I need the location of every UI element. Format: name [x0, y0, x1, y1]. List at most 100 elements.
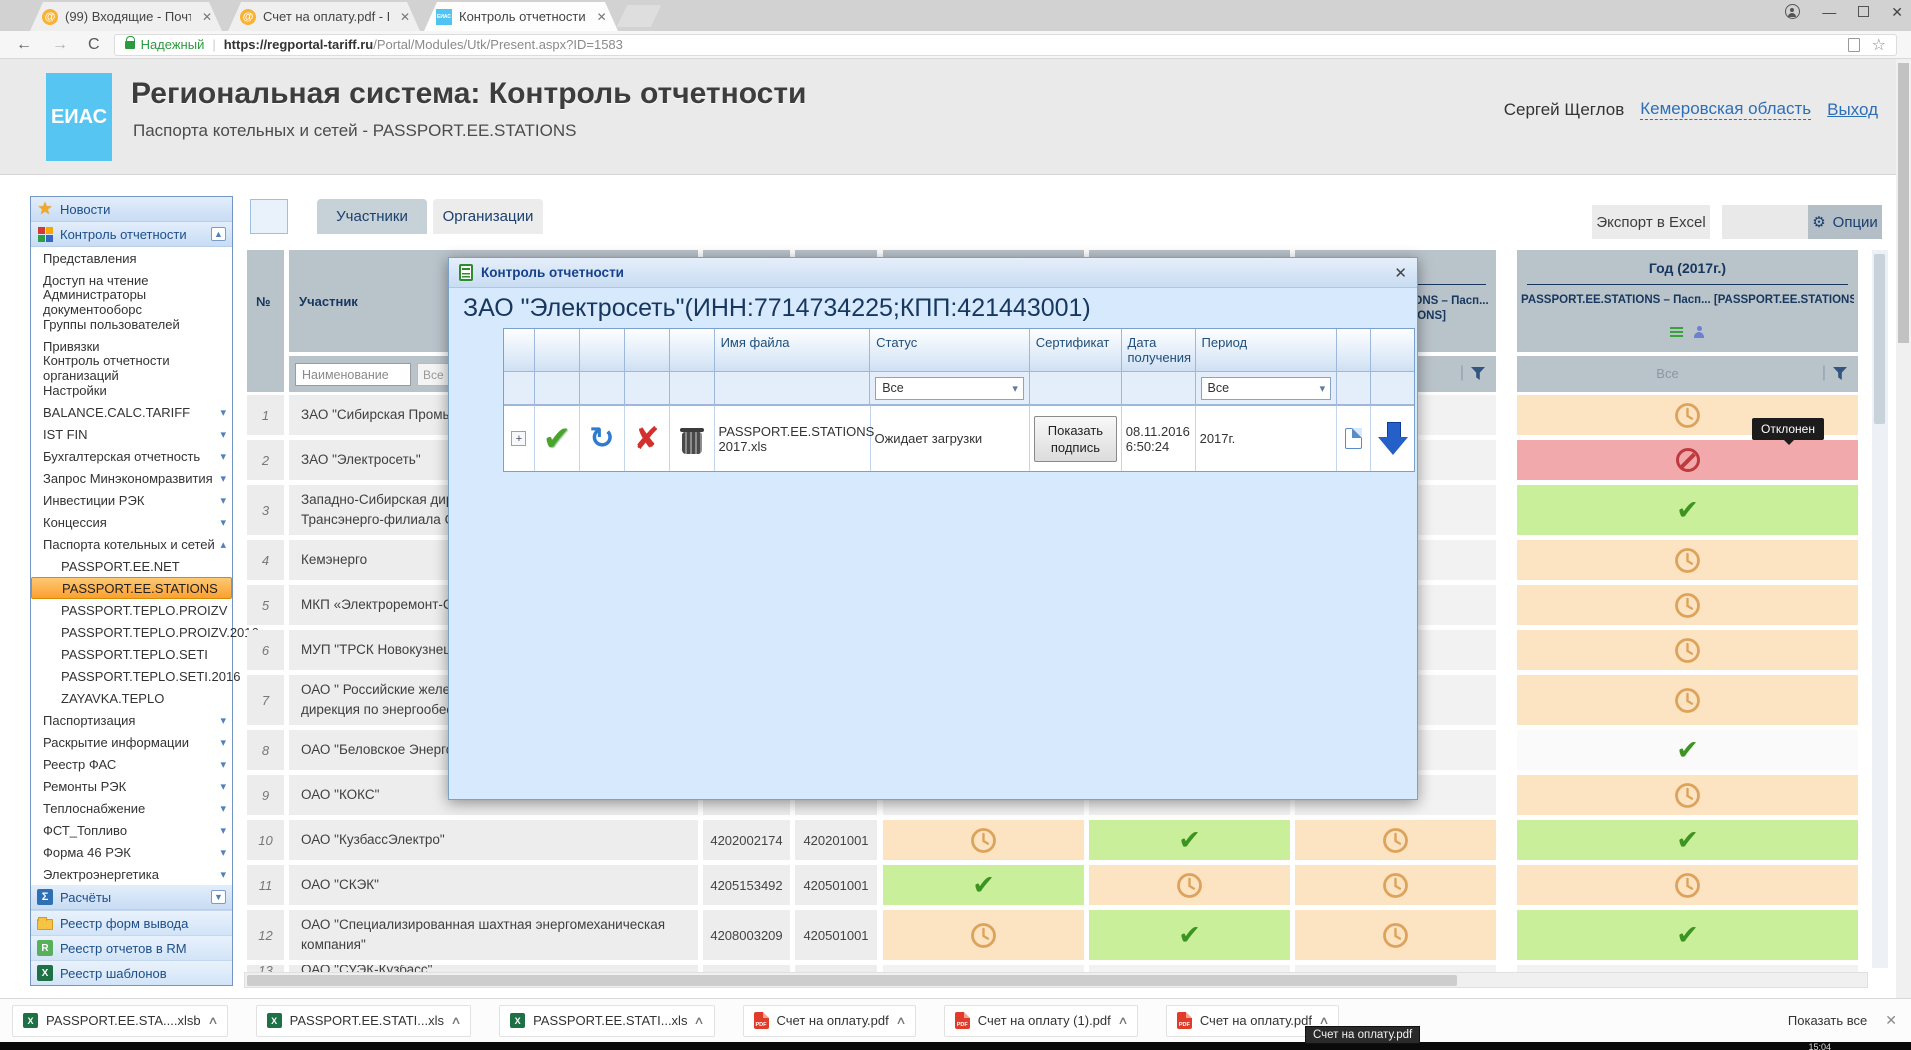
- file-page-icon[interactable]: [1345, 428, 1363, 449]
- sidebar-item-новости[interactable]: ★ Новости: [31, 197, 232, 222]
- window-close-button[interactable]: ✕: [1891, 3, 1903, 20]
- sidebar-item-теплоснабжение[interactable]: Теплоснабжение ▾: [43, 800, 226, 816]
- sidebar-item-реестр-форм-вывода[interactable]: Реестр форм вывода: [31, 910, 232, 935]
- forward-icon[interactable]: →: [52, 35, 68, 53]
- accept-icon[interactable]: ✔: [542, 419, 572, 458]
- status-clock-icon[interactable]: [1517, 675, 1858, 725]
- tab-close-icon[interactable]: ✕: [596, 9, 607, 24]
- download-item-6[interactable]: PDF Счет на оплату.pdf ∧: [1165, 1004, 1340, 1037]
- chevron-up-icon[interactable]: ∧: [895, 1015, 907, 1027]
- status-checkplain-icon[interactable]: ✔: [1517, 730, 1858, 770]
- sidebar-item-контроль-отчетности[interactable]: Контроль отчетности ▲: [31, 222, 232, 247]
- status-clock-icon[interactable]: [1517, 540, 1858, 580]
- sidebar-item-passport.ee.net[interactable]: PASSPORT.EE.NET: [61, 558, 180, 574]
- status-check-icon[interactable]: ✔: [1517, 820, 1858, 860]
- sidebar-item-администраторы-документооборс[interactable]: Администраторы документооборс: [43, 287, 147, 317]
- sidebar-item-представления[interactable]: Представления: [43, 250, 137, 266]
- sidebar-item-расч-ты[interactable]: Σ Расчёты ▼: [31, 885, 232, 910]
- status-clock-icon[interactable]: [1295, 910, 1496, 960]
- downloads-close-icon[interactable]: ✕: [1885, 1012, 1897, 1028]
- chevron-up-icon[interactable]: ∧: [206, 1015, 219, 1027]
- sidebar-item-доступ-на-чтение[interactable]: Доступ на чтение: [43, 272, 149, 288]
- sidebar-item-паспортизация[interactable]: Паспортизация ▾: [43, 712, 226, 728]
- reload-icon[interactable]: C: [88, 35, 100, 53]
- tab-participants[interactable]: Участники: [317, 199, 427, 234]
- new-tab-button[interactable]: [616, 5, 662, 27]
- participant-name[interactable]: ОАО "КузбассЭлектро": [289, 820, 698, 860]
- address-bar[interactable]: Надежный | https://regportal-tariff.ru/P…: [113, 33, 1897, 56]
- status-check-icon[interactable]: ✔: [1089, 820, 1290, 860]
- status-check-icon[interactable]: ✔: [1517, 910, 1858, 960]
- sidebar-item-passport.teplo.seti[interactable]: PASSPORT.TEPLO.SETI: [61, 646, 208, 662]
- export-excel-button[interactable]: Экспорт в Excel: [1592, 205, 1710, 239]
- sidebar-item-контроль-отчетности-организаций[interactable]: Контроль отчетности организаций: [43, 353, 170, 383]
- status-clock-icon[interactable]: [1295, 820, 1496, 860]
- section-toggle-button[interactable]: ▼: [211, 890, 226, 904]
- status-clock-icon[interactable]: [883, 910, 1084, 960]
- sidebar-item-passport.teplo.proizv[interactable]: PASSPORT.TEPLO.PROIZV: [61, 602, 228, 618]
- status-clock-icon[interactable]: [1517, 630, 1858, 670]
- status-clock-icon[interactable]: [1295, 865, 1496, 905]
- participant-name[interactable]: ОАО "СКЭК": [289, 865, 698, 905]
- modal-period-filter[interactable]: Все: [1200, 376, 1332, 400]
- back-icon[interactable]: ←: [16, 35, 32, 53]
- reject-icon[interactable]: ✘: [633, 420, 660, 456]
- tab-close-icon[interactable]: ✕: [201, 9, 212, 24]
- status-clock-icon[interactable]: [1517, 775, 1858, 815]
- section-toggle-button[interactable]: ▲: [211, 227, 226, 241]
- status-check-icon[interactable]: ✔: [883, 865, 1084, 905]
- sidebar-item-паспорта-котельных-и-сетей[interactable]: Паспорта котельных и сетей ▴: [43, 536, 226, 552]
- sidebar-item-balance.calc.tariff[interactable]: BALANCE.CALC.TARIFF ▾: [43, 404, 226, 420]
- sidebar-item-ремонты-рэк[interactable]: Ремонты РЭК ▾: [43, 778, 226, 794]
- browser-tab-3[interactable]: ЕИАС Контроль отчетности ✕: [424, 2, 618, 31]
- download-item-1[interactable]: X PASSPORT.EE.STA....xlsb ∧: [12, 1004, 228, 1037]
- options-button[interactable]: ⚙ Опции: [1808, 205, 1882, 239]
- refresh-icon[interactable]: ↻: [589, 422, 615, 455]
- delete-icon[interactable]: [679, 427, 704, 454]
- logout-link[interactable]: Выход: [1827, 99, 1878, 119]
- status-clock-icon[interactable]: [883, 820, 1084, 860]
- download-arrow-icon[interactable]: [1377, 421, 1408, 456]
- show-signature-button[interactable]: Показать подпись: [1034, 415, 1117, 462]
- options-blank-segment[interactable]: [1722, 205, 1808, 239]
- status-check-icon[interactable]: ✔: [1089, 910, 1290, 960]
- sidebar-item-форма-46-рэк[interactable]: Форма 46 РЭК ▾: [43, 844, 226, 860]
- participant-name[interactable]: ОАО "Специализированная шахтная энергоме…: [289, 910, 698, 960]
- browser-tab-1[interactable]: @(99) Входящие - Почта |✕: [30, 2, 222, 31]
- sidebar-item-реестр-шаблонов[interactable]: X Реестр шаблонов: [31, 960, 232, 985]
- expand-row-button[interactable]: +: [511, 431, 527, 446]
- sidebar-item-привязки[interactable]: Привязки: [43, 338, 100, 354]
- bookmark-star-icon[interactable]: ☆: [1871, 36, 1886, 54]
- sidebar-item-фст-топливо[interactable]: ФСТ_Топливо ▾: [43, 822, 226, 838]
- sidebar-item-настройки[interactable]: Настройки: [43, 382, 107, 398]
- sidebar-item-passport.teplo.proizv.2016[interactable]: PASSPORT.TEPLO.PROIZV.2016: [61, 624, 259, 640]
- browser-tab-2[interactable]: @Счет на оплату.pdf - По✕: [228, 2, 420, 31]
- show-all-downloads-button[interactable]: Показать все: [1787, 1013, 1868, 1028]
- status-clock-icon[interactable]: [1089, 865, 1290, 905]
- sidebar-item-запрос-минэкономразвития[interactable]: Запрос Минэкономразвития ▾: [43, 470, 226, 486]
- report-list-icon[interactable]: [1670, 326, 1683, 338]
- year-filter-value[interactable]: Все: [1656, 366, 1679, 381]
- sidebar-item-zayavka.teplo[interactable]: ZAYAVKA.TEPLO: [61, 690, 165, 706]
- window-maximize-button[interactable]: [1858, 6, 1870, 17]
- region-link[interactable]: Кемеровская область: [1640, 99, 1812, 120]
- modal-status-filter[interactable]: Все: [875, 376, 1024, 400]
- filter-funnel-icon[interactable]: |: [1460, 364, 1486, 382]
- table-vertical-scrollbar[interactable]: [1872, 250, 1888, 968]
- sidebar-item-реестр-отчетов-в-rm[interactable]: R Реестр отчетов в RM: [31, 935, 232, 960]
- sidebar-item-реестр-фас[interactable]: Реестр ФАС ▾: [43, 756, 226, 772]
- filter-funnel-icon[interactable]: |: [1822, 364, 1848, 382]
- status-rejected-icon[interactable]: [1517, 440, 1858, 480]
- sidebar-item-бухгалтерская-отчетность[interactable]: Бухгалтерская отчетность ▾: [43, 448, 226, 464]
- collapse-panel-button[interactable]: [250, 199, 288, 234]
- download-item-4[interactable]: PDF Счет на оплату.pdf ∧: [742, 1004, 916, 1037]
- sidebar-item-passport.teplo.seti.2016[interactable]: PASSPORT.TEPLO.SETI.2016: [61, 668, 241, 684]
- tab-close-icon[interactable]: ✕: [399, 9, 410, 24]
- browser-scrollbar[interactable]: [1896, 59, 1911, 1000]
- extension-icon[interactable]: [1847, 37, 1860, 52]
- modal-close-icon[interactable]: ✕: [1394, 264, 1407, 282]
- horizontal-scrollbar[interactable]: [244, 972, 1868, 988]
- sidebar-item-passport.ee.stations[interactable]: PASSPORT.EE.STATIONS: [31, 577, 232, 599]
- report-person-icon[interactable]: [1693, 326, 1705, 338]
- status-clock-icon[interactable]: [1517, 585, 1858, 625]
